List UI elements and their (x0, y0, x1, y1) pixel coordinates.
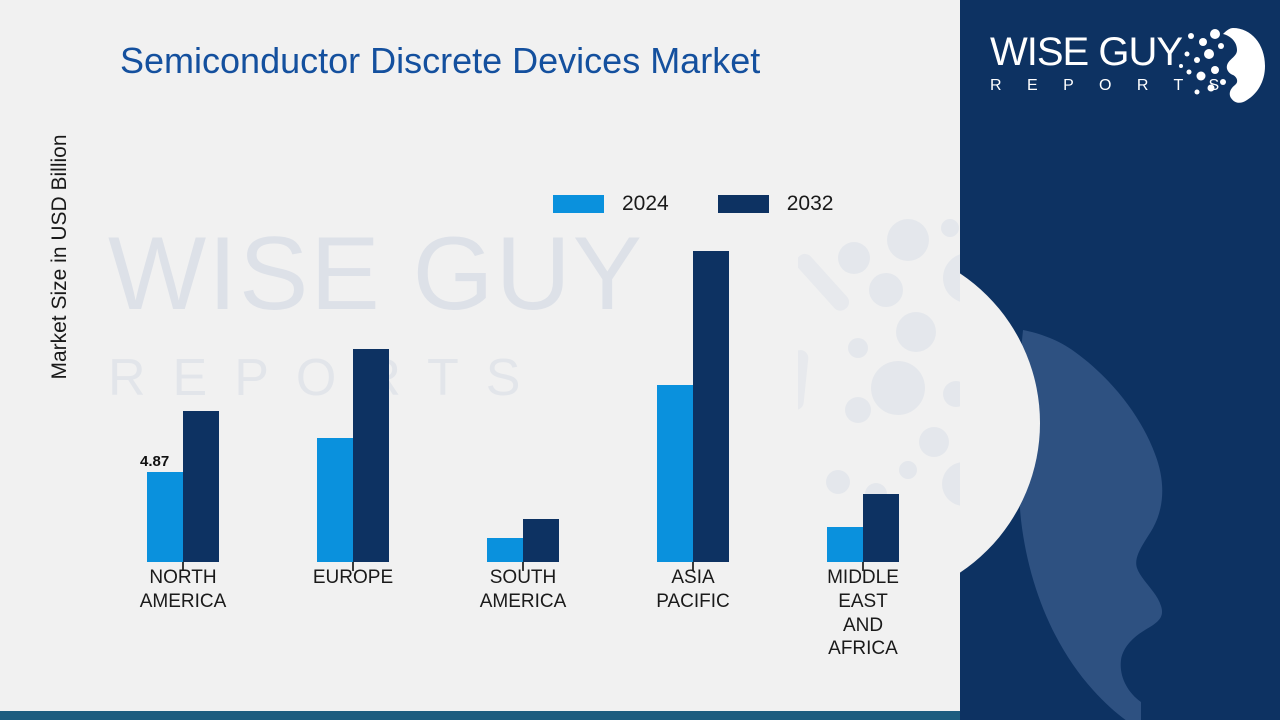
x-axis-label: SOUTH AMERICA (479, 567, 567, 612)
brand-logo: WISE GUY R E P O R T S (990, 28, 1265, 103)
x-axis-label: EUROPE (312, 567, 394, 588)
legend-label-2024: 2024 (622, 192, 669, 215)
x-axis-labels: NORTH AMERICA EUROPE SOUTH AMERICA ASIA PAC… (120, 566, 920, 666)
bar-value-label: 4.87 (140, 453, 170, 471)
legend-label-2032: 2032 (786, 192, 834, 215)
x-axis-label: NORTH AMERICA (139, 567, 227, 612)
logo-subtitle: R E P O R T S (990, 77, 1230, 94)
x-axis-tick (692, 562, 694, 571)
page-title: Semiconductor Discrete Devices Market (120, 40, 761, 81)
bar-group (317, 230, 389, 571)
x-axis-tick (182, 562, 184, 571)
bar-group: 4.87 (140, 230, 219, 571)
x-axis-label: ASIA PACIFIC (656, 567, 730, 612)
bar-2024[interactable] (827, 526, 863, 562)
bar-2024[interactable] (147, 472, 183, 562)
bar-2032[interactable] (183, 410, 219, 562)
bar-group (827, 230, 899, 571)
chart-legend: 2024 2032 (553, 192, 833, 216)
logo-head-icon (1179, 28, 1265, 103)
logo-wordmark: WISE GUY (990, 30, 1183, 74)
bar-2032[interactable] (523, 518, 559, 562)
plot-area: 4.87 (120, 230, 920, 571)
y-axis-title: Market Size in USD Billion (48, 134, 71, 380)
x-axis-label: MIDDLE EAST AND AFRICA (827, 567, 899, 660)
legend-item-2032: 2032 (717, 192, 834, 216)
legend-item-2024: 2024 (553, 192, 669, 216)
bar-2032[interactable] (353, 348, 389, 562)
bar-2024[interactable] (317, 437, 353, 562)
x-axis-tick (352, 562, 354, 571)
bar-2024[interactable] (487, 537, 523, 562)
legend-swatch-2032 (717, 195, 769, 213)
x-axis-tick (862, 562, 864, 571)
bar-2032[interactable] (863, 494, 899, 562)
legend-swatch-2024 (553, 195, 604, 213)
footer-strip (0, 711, 960, 720)
bar-2024[interactable] (657, 384, 693, 562)
bar-2032[interactable] (693, 251, 729, 562)
bar-group (657, 230, 729, 571)
head-silhouette-icon (1017, 330, 1163, 720)
bar-group (487, 230, 559, 571)
brand-panel: WISE GUY R E P O R T S (960, 0, 1280, 720)
x-axis-tick (522, 562, 524, 571)
